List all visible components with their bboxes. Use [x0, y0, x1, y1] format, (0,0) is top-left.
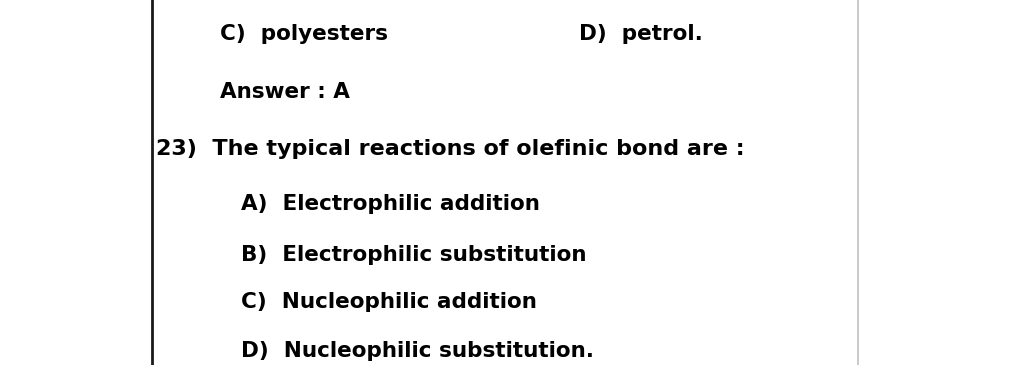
Text: D)  petrol.: D) petrol.	[579, 24, 702, 44]
Text: C)  polyesters: C) polyesters	[220, 24, 388, 44]
Text: 23)  The typical reactions of olefinic bond are :: 23) The typical reactions of olefinic bo…	[156, 139, 744, 159]
Text: D)  Nucleophilic substitution.: D) Nucleophilic substitution.	[241, 341, 594, 361]
Text: Answer : A: Answer : A	[220, 82, 350, 102]
Text: B)  Electrophilic substitution: B) Electrophilic substitution	[241, 245, 586, 265]
Text: C)  Nucleophilic addition: C) Nucleophilic addition	[241, 292, 537, 312]
Text: A)  Electrophilic addition: A) Electrophilic addition	[241, 193, 540, 214]
